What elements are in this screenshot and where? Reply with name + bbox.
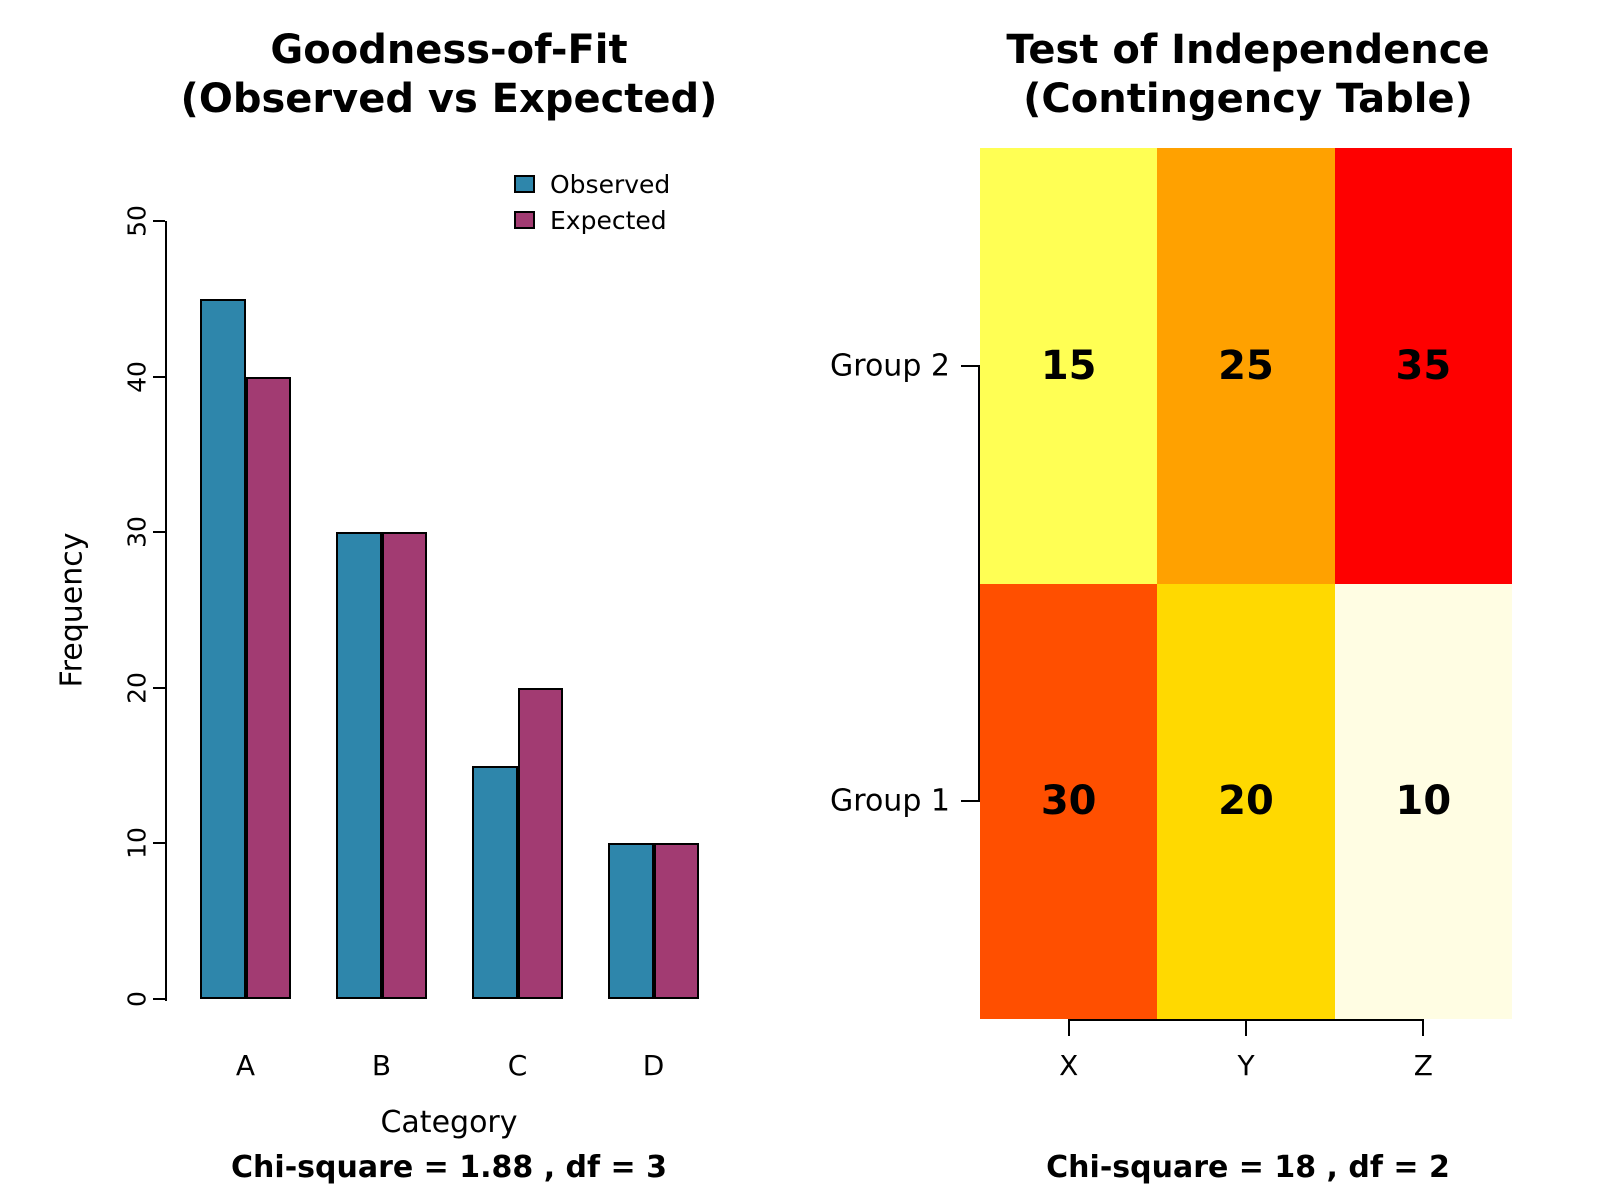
bar-expected-d: [653, 843, 699, 999]
heatmap-value-group-1-y: 20: [1218, 778, 1274, 825]
heatmap-cell-group-2-z: 35: [1334, 148, 1512, 584]
x-axis-category-label-c: C: [507, 1049, 528, 1082]
x-axis-category-label-b: B: [371, 1049, 392, 1082]
bar-observed-d: [608, 843, 654, 999]
column-label-y: Y: [1237, 1049, 1255, 1082]
heatmap-y-axis-tick: [961, 800, 978, 803]
barchart-title: Goodness-of-Fit (Observed vs Expected): [88, 26, 810, 124]
heatmap-value-group-1-z: 10: [1395, 778, 1452, 825]
bar-observed-b: [336, 532, 382, 999]
barchart-title-line1: Goodness-of-Fit: [270, 27, 628, 73]
heatmap-y-axis-tick: [961, 364, 978, 367]
heatmap-title: Test of Independence (Contingency Table): [887, 26, 1600, 124]
bar-expected-c: [517, 687, 563, 999]
y-axis-tick: [153, 998, 165, 1000]
heatmap-cell-group-2-y: 25: [1157, 148, 1335, 584]
heatmap-cell-group-1-z: 10: [1334, 583, 1512, 1019]
heatmap-cell-group-1-x: 30: [980, 583, 1158, 1019]
barchart-title-line2: (Observed vs Expected): [180, 76, 718, 122]
x-axis-label: Category: [380, 1105, 518, 1140]
bar-expected-a: [245, 376, 291, 999]
heatmap-title-line1: Test of Independence: [1006, 27, 1490, 73]
column-label-x: X: [1059, 1049, 1079, 1082]
heatmap-value-group-2-x: 15: [1040, 342, 1097, 389]
heatmap-value-group-1-x: 30: [1040, 778, 1097, 825]
heatmap-title-line2: (Contingency Table): [1023, 76, 1473, 122]
heatmap-x-axis-tick: [1245, 1019, 1247, 1036]
heatmap-chi-square-annotation: Chi-square = 18 , df = 2: [1046, 1150, 1450, 1185]
y-axis-tick: [153, 842, 165, 845]
legend-label-expected: Expected: [550, 205, 667, 235]
y-axis-tick: [153, 375, 165, 378]
heatmap-x-axis-tick: [1422, 1019, 1425, 1036]
y-axis-line: [165, 221, 167, 1001]
heatmap-cell-group-2-x: 15: [980, 148, 1158, 584]
heatmap-y-axis-line: [978, 364, 980, 803]
x-axis-category-label-d: D: [642, 1049, 665, 1082]
x-axis-category-label-a: A: [235, 1049, 256, 1082]
heatmap-x-axis-tick: [1067, 1019, 1070, 1036]
heatmap-value-group-2-y: 25: [1218, 342, 1274, 389]
y-axis-tick: [153, 531, 165, 534]
y-axis-tick: [153, 686, 165, 689]
column-label-z: Z: [1413, 1049, 1433, 1082]
legend-swatch-observed: [514, 175, 535, 193]
heatmap-cell-group-1-y: 20: [1157, 583, 1335, 1019]
y-axis-tick: [153, 220, 165, 222]
row-label-group-2: Group 2: [830, 348, 950, 384]
bar-observed-c: [472, 765, 518, 999]
bar-expected-b: [381, 532, 427, 999]
row-label-group-1: Group 1: [830, 783, 950, 819]
legend-item-observed: Observed: [514, 166, 670, 202]
barchart-legend: Observed Expected: [514, 166, 670, 238]
bar-observed-a: [200, 298, 246, 999]
legend-swatch-expected: [514, 211, 535, 229]
barchart-chi-square-annotation: Chi-square = 1.88 , df = 3: [231, 1150, 667, 1185]
legend-label-observed: Observed: [550, 169, 671, 199]
heatmap-value-group-2-z: 35: [1395, 342, 1452, 389]
legend-item-expected: Expected: [514, 202, 670, 238]
